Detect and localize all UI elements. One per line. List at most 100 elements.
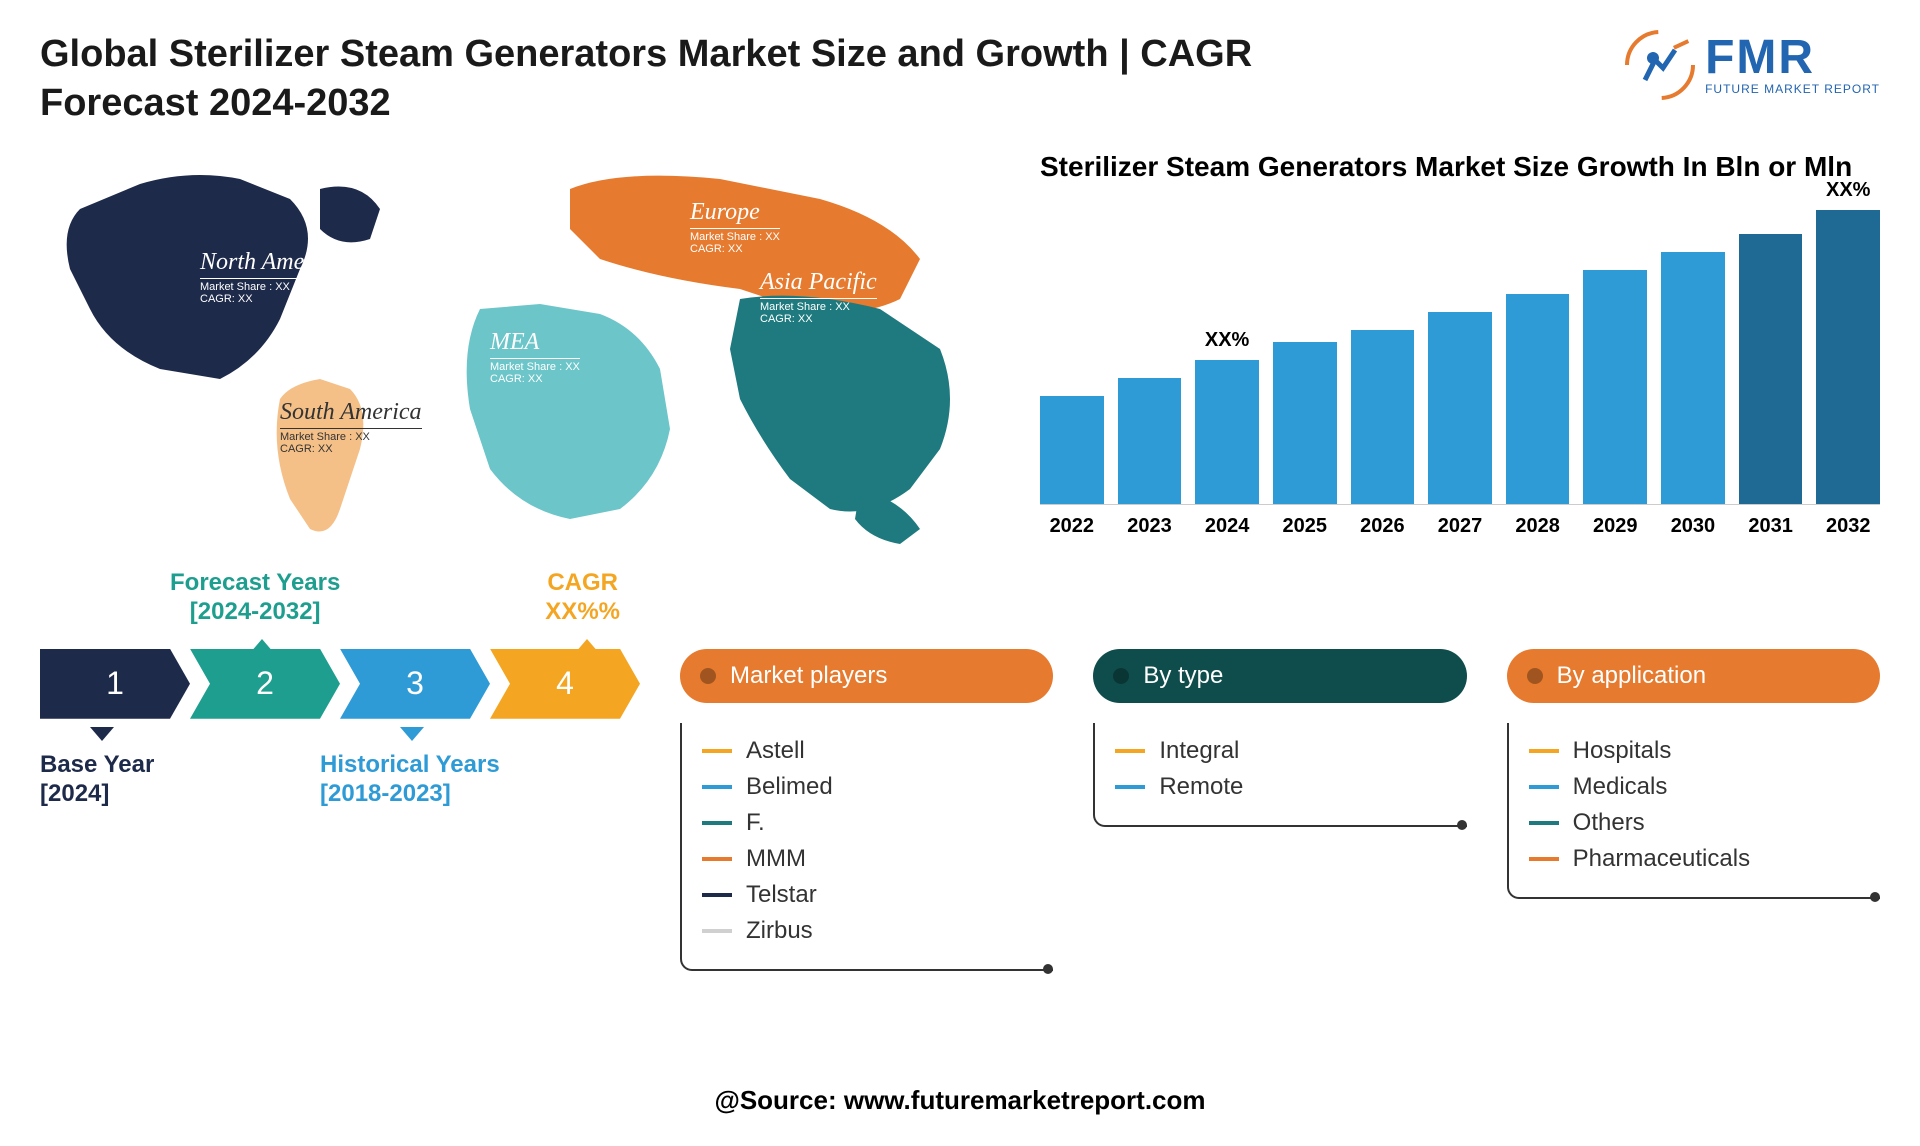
region-label-north-america: North America Market Share : XX CAGR: XX — [200, 249, 343, 305]
pill-list: Hospitals Medicals Others Pharmaceuticals — [1507, 723, 1880, 899]
region-share: Market Share : XX — [280, 431, 422, 443]
bar-rect — [1739, 234, 1803, 504]
pill-item-label: Zirbus — [746, 917, 813, 945]
pill-item-label: Pharmaceuticals — [1573, 845, 1750, 873]
bar-2023: 2023 — [1118, 378, 1182, 504]
bar-year-label: 2030 — [1671, 515, 1716, 538]
tl-hist-arrow-icon — [400, 727, 424, 741]
pill-item-label: Remote — [1159, 773, 1243, 801]
pill-item: Astell — [702, 733, 1053, 769]
pill-col-2: By application Hospitals Medicals Others Pha… — [1507, 649, 1880, 971]
region-label-asia-pacific: Asia Pacific Market Share : XX CAGR: XX — [760, 269, 877, 325]
pill-item-label: Telstar — [746, 881, 817, 909]
pill-header-text: By type — [1143, 662, 1223, 690]
tl-base-line2: [2024] — [40, 780, 154, 809]
tl-forecast-label: Forecast Years [2024-2032] — [170, 569, 340, 627]
logo: FMR FUTURE MARKET REPORT — [1625, 30, 1880, 100]
region-name: South America — [280, 399, 422, 429]
pill-item: Others — [1529, 805, 1880, 841]
tl-hist-line1: Historical Years — [320, 751, 500, 780]
region-cagr: CAGR: XX — [280, 443, 422, 455]
pill-tick-icon — [702, 893, 732, 897]
pill-tick-icon — [1529, 857, 1559, 861]
region-label-south-america: South America Market Share : XX CAGR: XX — [280, 399, 422, 455]
pill-tick-icon — [702, 857, 732, 861]
pill-item: Medicals — [1529, 769, 1880, 805]
tl-seg-3: 3 — [340, 649, 490, 719]
bar-year-label: 2025 — [1282, 515, 1327, 538]
pill-item: Zirbus — [702, 913, 1053, 949]
tl-base-arrow-icon — [90, 727, 114, 741]
bar-rect — [1661, 252, 1725, 504]
bar-rect — [1506, 294, 1570, 504]
tl-seg-1: 1 — [40, 649, 190, 719]
region-share: Market Share : XX — [690, 231, 780, 243]
bar-rect — [1273, 342, 1337, 504]
pill-col-0: Market playersAstellBelimedF.MMMTelstarZ… — [680, 649, 1053, 971]
tl-cagr-label: CAGR XX%% — [545, 569, 620, 627]
region-name: North America — [200, 249, 343, 279]
tl-base-line1: Base Year — [40, 751, 154, 780]
region-cagr: CAGR: XX — [690, 243, 780, 255]
pill-header: Market players — [680, 649, 1053, 703]
fmr-logo-icon — [1625, 30, 1695, 100]
pill-section: Market playersAstellBelimedF.MMMTelstarZ… — [680, 649, 1880, 971]
bar-year-label: 2023 — [1127, 515, 1172, 538]
logo-main: FMR — [1705, 34, 1880, 82]
bar-2030: 2030 — [1661, 252, 1725, 504]
pill-item-label: Medicals — [1573, 773, 1668, 801]
pill-tick-icon — [1529, 785, 1559, 789]
tl-cagr-line1: CAGR — [545, 569, 620, 598]
bar-rect — [1040, 396, 1104, 504]
region-share: Market Share : XX — [490, 361, 580, 373]
pill-tick-icon — [702, 821, 732, 825]
bar-2032: XX% 2032 — [1816, 210, 1880, 504]
bar-year-label: 2027 — [1438, 515, 1483, 538]
pill-dot-icon — [1527, 668, 1543, 684]
bar-year-label: 2022 — [1050, 515, 1095, 538]
pill-list: Integral Remote — [1093, 723, 1466, 827]
region-share: Market Share : XX — [760, 301, 877, 313]
region-asia-pacific — [730, 295, 950, 543]
bar-year-label: 2024 — [1205, 515, 1250, 538]
pill-item: Pharmaceuticals — [1529, 841, 1880, 877]
pill-tick-icon — [1529, 749, 1559, 753]
bar-rect — [1118, 378, 1182, 504]
pill-item: F. — [702, 805, 1053, 841]
pill-tick-icon — [702, 785, 732, 789]
pill-tick-icon — [702, 749, 732, 753]
pill-dot-icon — [700, 668, 716, 684]
bar-2031: 2031 — [1739, 234, 1803, 504]
region-cagr: CAGR: XX — [200, 293, 343, 305]
bar-rect — [1351, 330, 1415, 504]
pill-item: Hospitals — [1529, 733, 1880, 769]
region-cagr: CAGR: XX — [760, 313, 877, 325]
tl-hist-line2: [2018-2023] — [320, 780, 500, 809]
pill-header: By application — [1507, 649, 1880, 703]
pill-dot-icon — [1113, 668, 1129, 684]
pill-header: By type — [1093, 649, 1466, 703]
region-cagr: CAGR: XX — [490, 373, 580, 385]
pill-item: Integral — [1115, 733, 1466, 769]
pill-col-1: By type Integral Remote — [1093, 649, 1466, 971]
pill-item: MMM — [702, 841, 1053, 877]
logo-sub: FUTURE MARKET REPORT — [1705, 82, 1880, 96]
page-title: Global Sterilizer Steam Generators Marke… — [40, 30, 1340, 129]
bar-2026: 2026 — [1351, 330, 1415, 504]
bar-year-label: 2032 — [1826, 515, 1871, 538]
bar-chart-section: Sterilizer Steam Generators Market Size … — [1020, 149, 1880, 549]
pill-header-text: Market players — [730, 662, 887, 690]
tl-hist-label: Historical Years [2018-2023] — [320, 751, 500, 809]
bar-rect — [1816, 210, 1880, 504]
region-label-europe: Europe Market Share : XX CAGR: XX — [690, 199, 780, 255]
source-text: @Source: www.futuremarketreport.com — [714, 1085, 1205, 1116]
bar-2025: 2025 — [1273, 342, 1337, 504]
world-map: North America Market Share : XX CAGR: XX… — [40, 149, 990, 549]
bar-highlight-label: XX% — [1826, 179, 1870, 202]
pill-item-label: Astell — [746, 737, 805, 765]
tl-forecast-line2: [2024-2032] — [170, 598, 340, 627]
pill-item: Remote — [1115, 769, 1466, 805]
tl-bar: 1234 — [40, 649, 640, 719]
bar-rect — [1583, 270, 1647, 504]
pill-item-label: F. — [746, 809, 765, 837]
